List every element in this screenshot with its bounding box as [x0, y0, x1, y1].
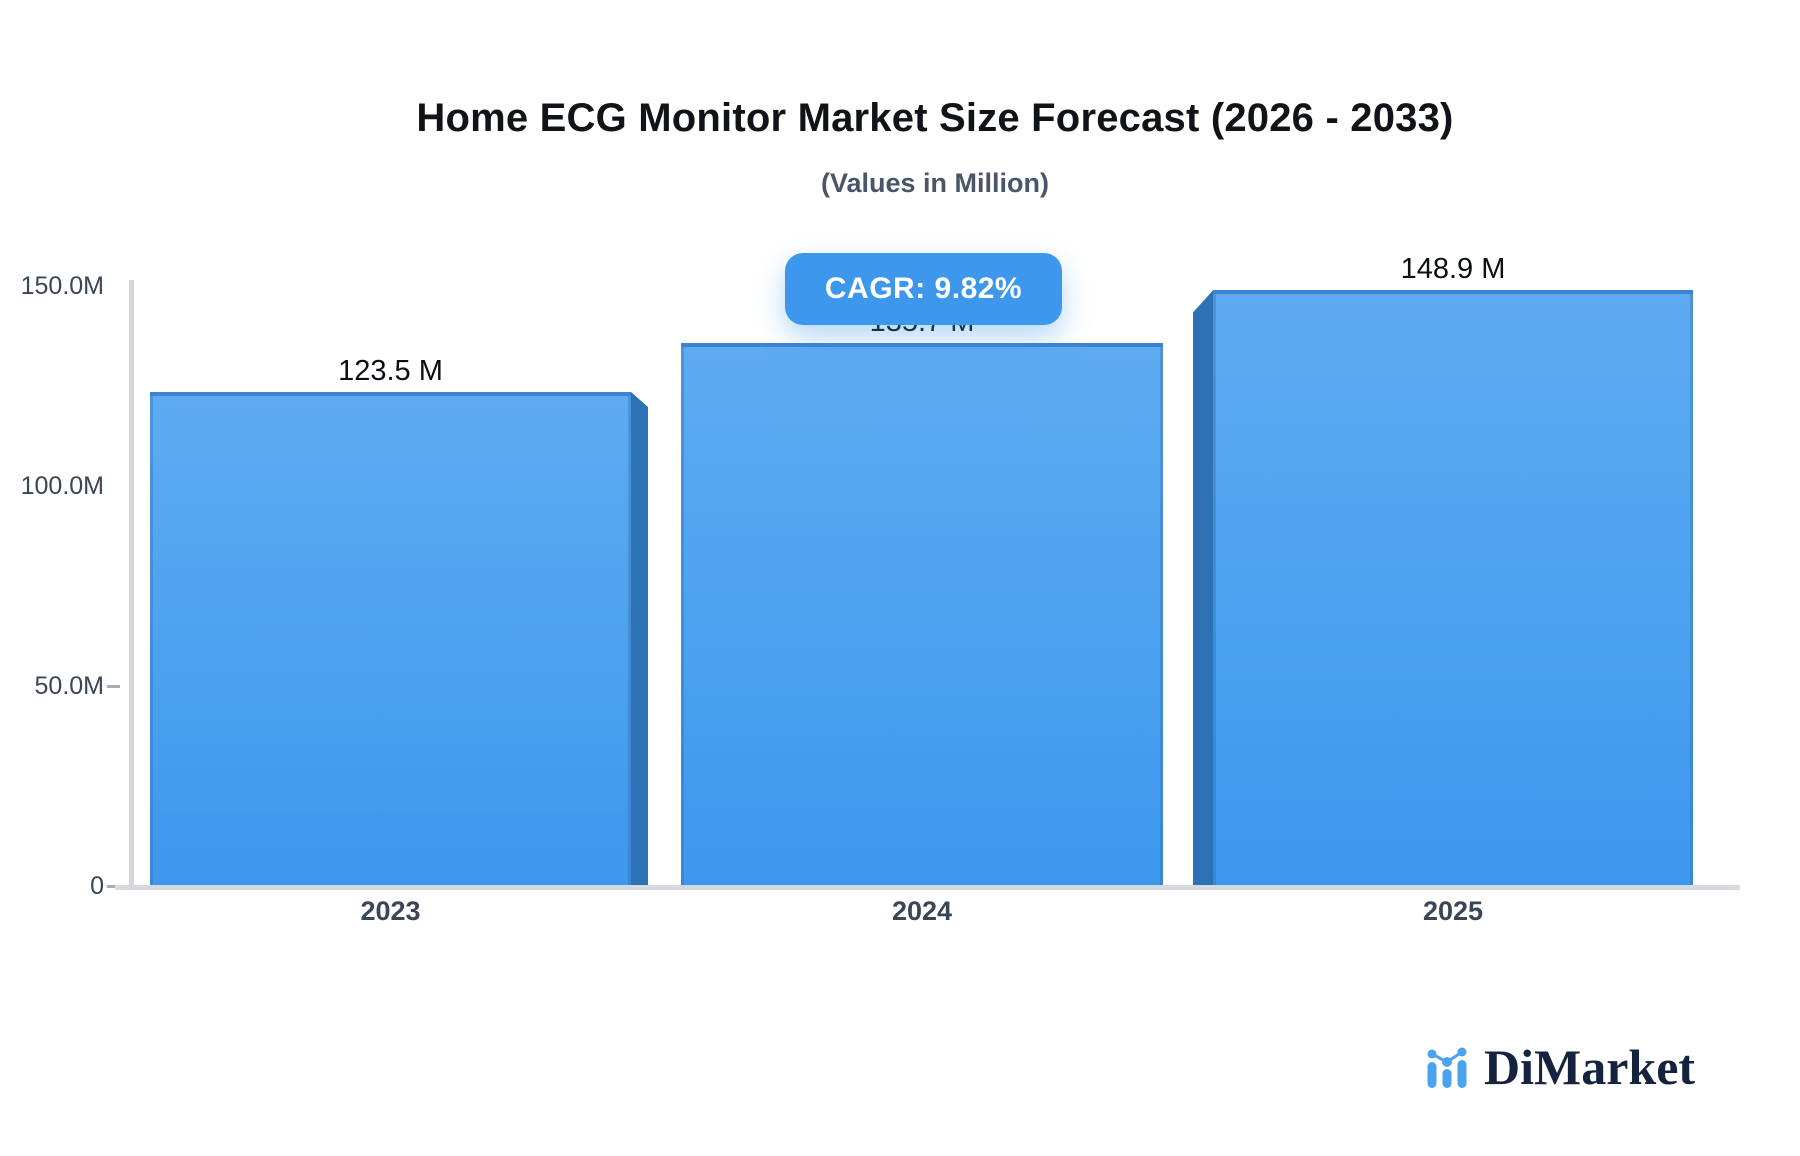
brand-logo-text: DiMarket — [1484, 1039, 1696, 1095]
x-axis-line — [115, 885, 1740, 890]
y-tick-label: 150.0M — [20, 272, 104, 300]
y-tick-dash — [107, 684, 120, 688]
x-tick-label: 2024 — [891, 896, 953, 926]
bar-2025[interactable] — [1213, 290, 1693, 886]
bar-side-panel — [1193, 290, 1213, 886]
y-axis-line — [129, 280, 134, 890]
x-tick-label: 2023 — [360, 896, 421, 926]
y-tick-label: 50.0M — [34, 672, 104, 700]
bar-side-panel — [631, 392, 648, 886]
cagr-badge: CAGR: 9.82% — [785, 253, 1062, 325]
page-title: Home ECG Monitor Market Size Forecast (2… — [416, 96, 1454, 140]
y-tick-label: 0 — [90, 872, 104, 900]
y-tick-label: 100.0M — [20, 472, 104, 500]
bar-2024[interactable] — [681, 343, 1163, 886]
bar-chart-line-logo-icon — [1427, 1047, 1467, 1088]
bar-value-label: 123.5 M — [338, 355, 443, 387]
chart-subtitle: (Values in Million) — [820, 168, 1050, 198]
bar-2023[interactable] — [150, 392, 631, 886]
y-tick-dash — [107, 884, 120, 888]
bar-value-label: 148.9 M — [1400, 253, 1506, 286]
x-tick-label: 2025 — [1422, 896, 1484, 926]
brand-logo[interactable]: DiMarket — [1424, 1039, 1696, 1095]
